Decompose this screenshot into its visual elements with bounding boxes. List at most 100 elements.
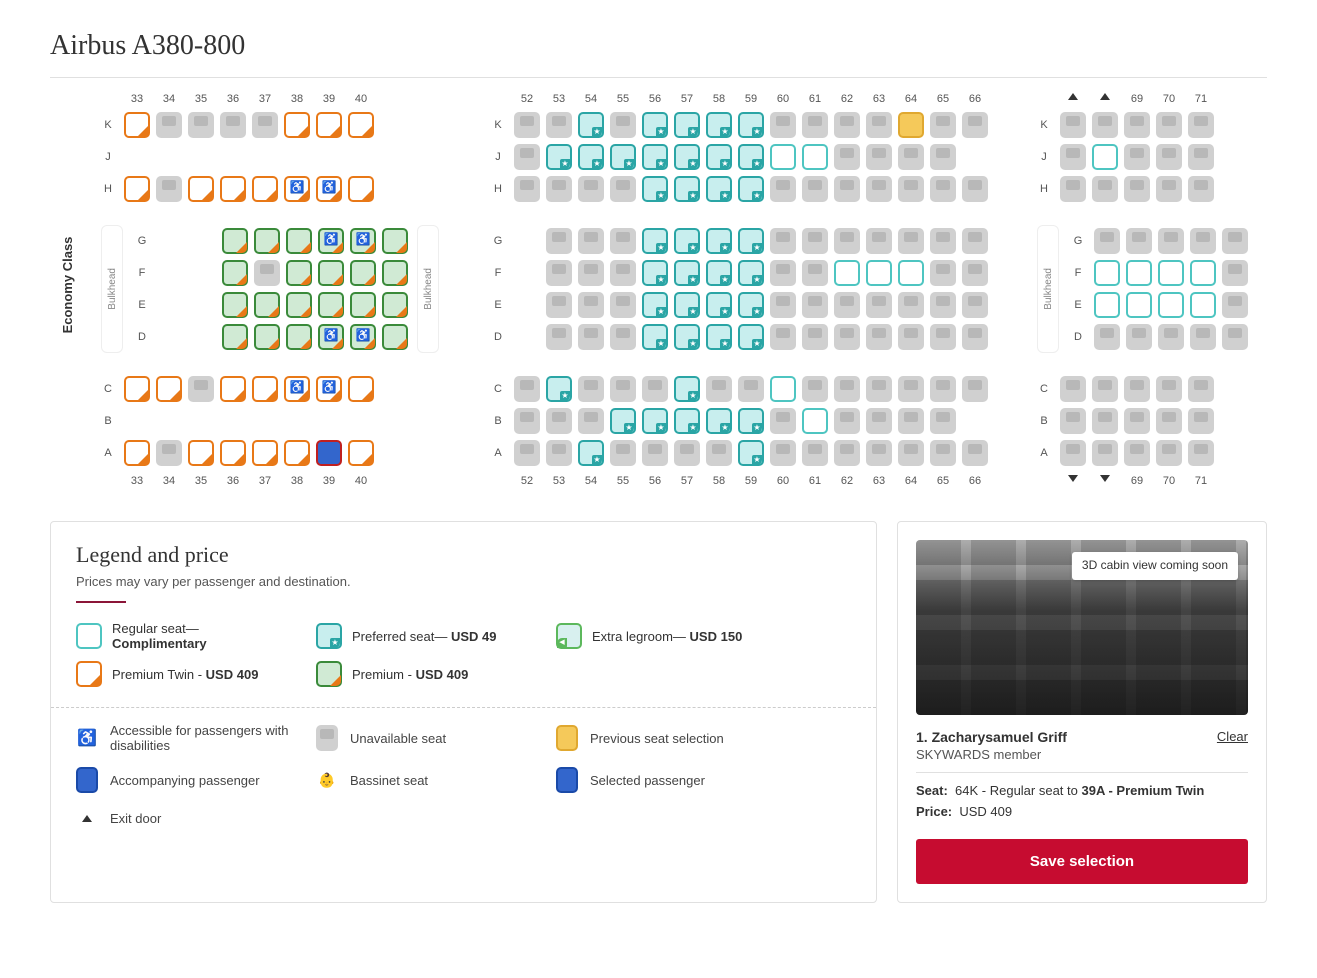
seat-36C[interactable] xyxy=(220,376,246,402)
seat-59E[interactable] xyxy=(738,292,764,318)
seat-39D[interactable] xyxy=(350,324,376,350)
seat-40A[interactable] xyxy=(348,440,374,466)
seat-37H[interactable] xyxy=(252,176,278,202)
seat-35E[interactable] xyxy=(222,292,248,318)
seat-55B[interactable] xyxy=(610,408,636,434)
seat-57H[interactable] xyxy=(674,176,700,202)
seat-56J[interactable] xyxy=(642,144,668,170)
seat-56D[interactable] xyxy=(642,324,668,350)
seat-59A[interactable] xyxy=(738,440,764,466)
seat-70E[interactable] xyxy=(1190,292,1216,318)
seat-38E[interactable] xyxy=(318,292,344,318)
seat-57C[interactable] xyxy=(674,376,700,402)
seat-33K[interactable] xyxy=(124,112,150,138)
seat-61J[interactable] xyxy=(802,144,828,170)
seat-38F[interactable] xyxy=(318,260,344,286)
seat-62F[interactable] xyxy=(834,260,860,286)
seat-64F[interactable] xyxy=(898,260,924,286)
seat-39E[interactable] xyxy=(350,292,376,318)
seat-64K[interactable] xyxy=(898,112,924,138)
seat-68F[interactable] xyxy=(1126,260,1152,286)
seat-39F[interactable] xyxy=(350,260,376,286)
seat-39C[interactable] xyxy=(316,376,342,402)
seat-58K[interactable] xyxy=(706,112,732,138)
seat-37A[interactable] xyxy=(252,440,278,466)
seat-38A[interactable] xyxy=(284,440,310,466)
seat-54K[interactable] xyxy=(578,112,604,138)
seat-33H[interactable] xyxy=(124,176,150,202)
seat-59F[interactable] xyxy=(738,260,764,286)
seat-37G[interactable] xyxy=(286,228,312,254)
seat-69E[interactable] xyxy=(1158,292,1184,318)
seat-57F[interactable] xyxy=(674,260,700,286)
seat-56K[interactable] xyxy=(642,112,668,138)
seat-37F[interactable] xyxy=(286,260,312,286)
seat-56B[interactable] xyxy=(642,408,668,434)
seat-55J[interactable] xyxy=(610,144,636,170)
seat-68J[interactable] xyxy=(1092,144,1118,170)
seat-39H[interactable] xyxy=(316,176,342,202)
save-button[interactable]: Save selection xyxy=(916,839,1248,884)
seat-60C[interactable] xyxy=(770,376,796,402)
seat-37D[interactable] xyxy=(286,324,312,350)
seat-36G[interactable] xyxy=(254,228,280,254)
seat-40E[interactable] xyxy=(382,292,408,318)
seat-68E[interactable] xyxy=(1126,292,1152,318)
seat-67F[interactable] xyxy=(1094,260,1120,286)
seat-53J[interactable] xyxy=(546,144,572,170)
seat-38K[interactable] xyxy=(284,112,310,138)
seat-57J[interactable] xyxy=(674,144,700,170)
seat-57K[interactable] xyxy=(674,112,700,138)
seat-36A[interactable] xyxy=(220,440,246,466)
seat-33C[interactable] xyxy=(124,376,150,402)
seat-59J[interactable] xyxy=(738,144,764,170)
seat-36H[interactable] xyxy=(220,176,246,202)
seat-57G[interactable] xyxy=(674,228,700,254)
seat-35H[interactable] xyxy=(188,176,214,202)
seat-40D[interactable] xyxy=(382,324,408,350)
seat-56F[interactable] xyxy=(642,260,668,286)
seat-38G[interactable] xyxy=(318,228,344,254)
seat-40K[interactable] xyxy=(348,112,374,138)
seat-56E[interactable] xyxy=(642,292,668,318)
seat-58D[interactable] xyxy=(706,324,732,350)
seat-33A[interactable] xyxy=(124,440,150,466)
seat-56H[interactable] xyxy=(642,176,668,202)
seat-63F[interactable] xyxy=(866,260,892,286)
seat-53C[interactable] xyxy=(546,376,572,402)
seat-58F[interactable] xyxy=(706,260,732,286)
seat-39A[interactable] xyxy=(316,440,342,466)
seat-58H[interactable] xyxy=(706,176,732,202)
seat-37C[interactable] xyxy=(252,376,278,402)
clear-link[interactable]: Clear xyxy=(1217,729,1248,744)
seat-39K[interactable] xyxy=(316,112,342,138)
seat-38D[interactable] xyxy=(318,324,344,350)
seat-39G[interactable] xyxy=(350,228,376,254)
seat-60J[interactable] xyxy=(770,144,796,170)
seat-59B[interactable] xyxy=(738,408,764,434)
seat-57E[interactable] xyxy=(674,292,700,318)
seat-35G[interactable] xyxy=(222,228,248,254)
seat-40F[interactable] xyxy=(382,260,408,286)
seat-56G[interactable] xyxy=(642,228,668,254)
seat-57B[interactable] xyxy=(674,408,700,434)
seat-58J[interactable] xyxy=(706,144,732,170)
seat-38H[interactable] xyxy=(284,176,310,202)
seat-38C[interactable] xyxy=(284,376,310,402)
seat-35F[interactable] xyxy=(222,260,248,286)
seat-35D[interactable] xyxy=(222,324,248,350)
seat-54J[interactable] xyxy=(578,144,604,170)
seat-40G[interactable] xyxy=(382,228,408,254)
seat-69F[interactable] xyxy=(1158,260,1184,286)
seat-34C[interactable] xyxy=(156,376,182,402)
seat-36D[interactable] xyxy=(254,324,280,350)
seat-37E[interactable] xyxy=(286,292,312,318)
seat-36E[interactable] xyxy=(254,292,280,318)
seat-59H[interactable] xyxy=(738,176,764,202)
seat-40H[interactable] xyxy=(348,176,374,202)
seat-59G[interactable] xyxy=(738,228,764,254)
seat-59D[interactable] xyxy=(738,324,764,350)
seat-35A[interactable] xyxy=(188,440,214,466)
seat-61B[interactable] xyxy=(802,408,828,434)
seat-57D[interactable] xyxy=(674,324,700,350)
